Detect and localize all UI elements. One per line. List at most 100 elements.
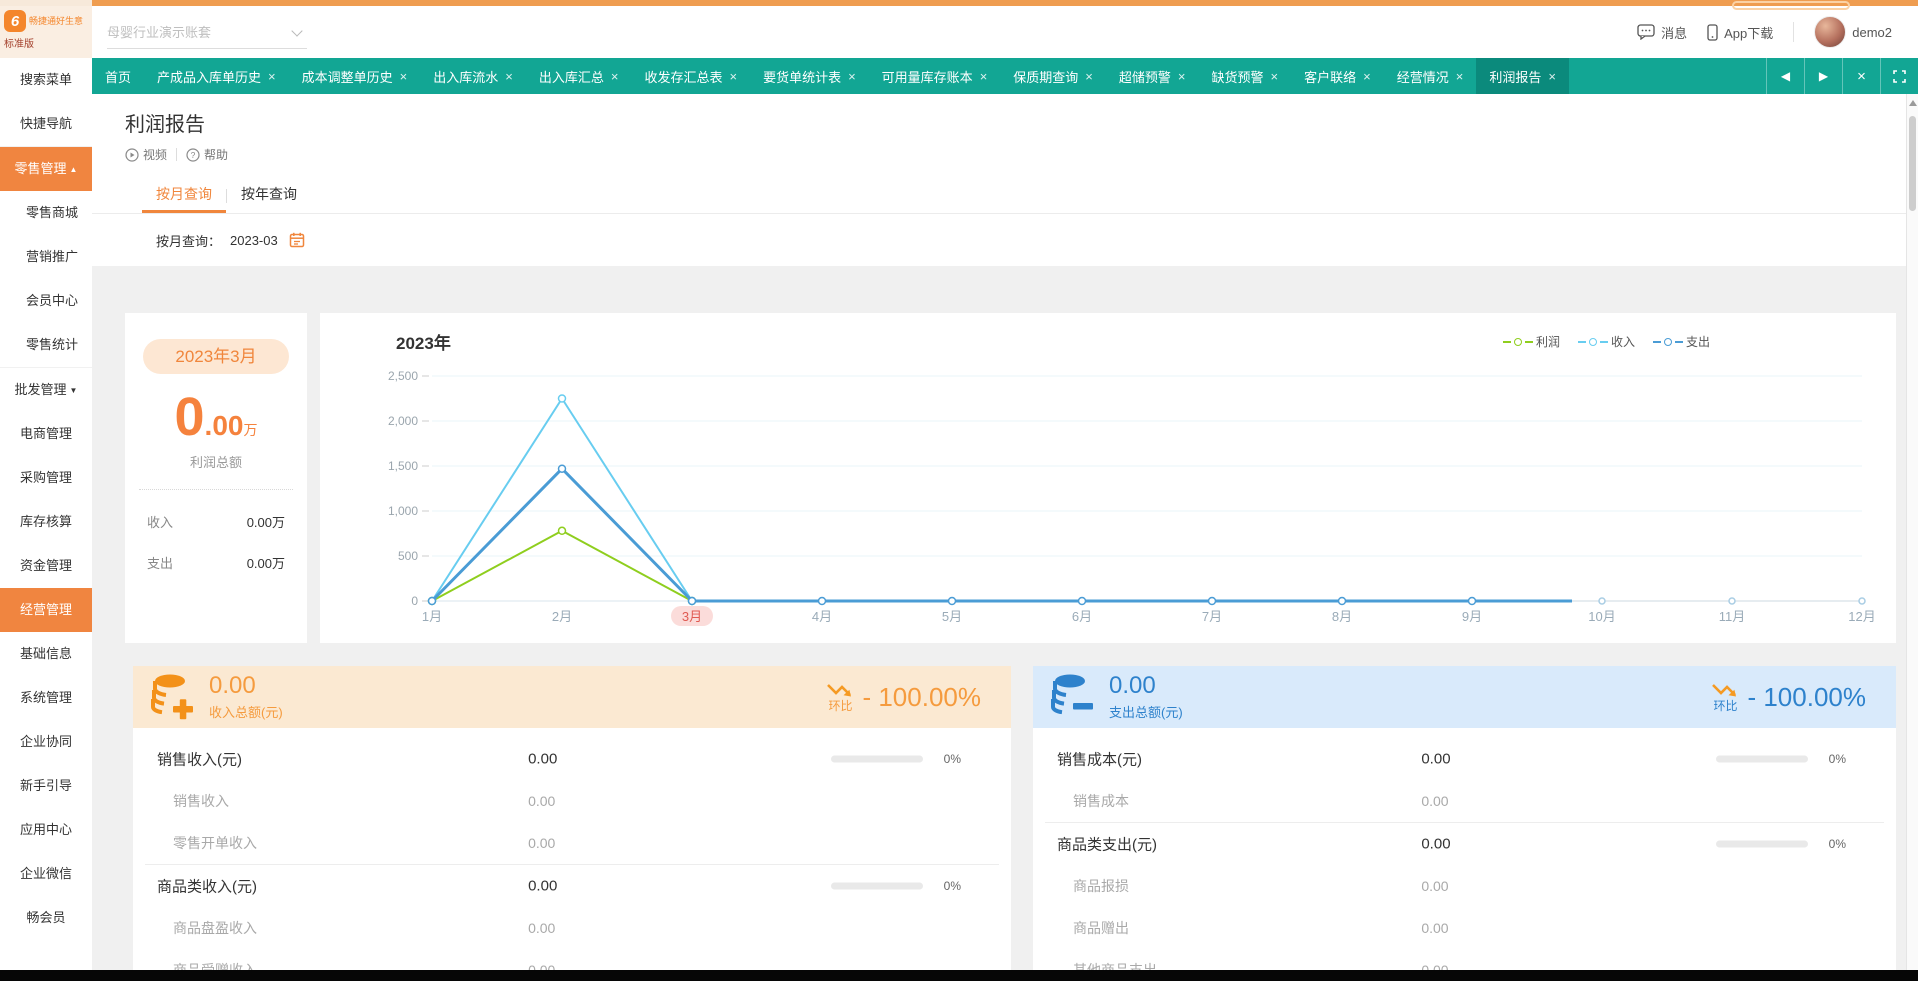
- sidebar-item-快捷导航[interactable]: 快捷导航: [0, 102, 92, 146]
- sidebar-item-营销推广[interactable]: 营销推广: [0, 235, 92, 279]
- divider: [139, 489, 293, 490]
- tab-close-icon[interactable]: ×: [268, 68, 276, 84]
- tab-scroll-right-button[interactable]: ▶: [1804, 58, 1842, 94]
- expense-coins-icon: [1051, 674, 1093, 715]
- sidebar-item-企业协同[interactable]: 企业协同: [0, 720, 92, 764]
- tab-超储预警[interactable]: 超储预警 ×: [1106, 58, 1199, 94]
- tab-close-icon[interactable]: ×: [1177, 68, 1186, 84]
- svg-text:2,000: 2,000: [388, 414, 418, 428]
- avatar[interactable]: [1814, 16, 1847, 48]
- scroll-up-icon[interactable]: [1908, 100, 1917, 106]
- row-percent: 0%: [1828, 752, 1846, 766]
- tab-close-icon[interactable]: ×: [729, 68, 738, 84]
- sidebar-item-搜索菜单[interactable]: 搜索菜单: [0, 58, 92, 102]
- sidebar-item-系统管理[interactable]: 系统管理: [0, 676, 92, 720]
- legend-item-利润[interactable]: 利润: [1502, 333, 1560, 350]
- tab-成本调整单历史[interactable]: 成本调整单历史 ×: [289, 58, 421, 94]
- tab-close-icon[interactable]: ×: [1455, 68, 1464, 84]
- tab-close-icon[interactable]: ×: [399, 68, 408, 84]
- query-tab-按年查询[interactable]: 按年查询: [241, 186, 297, 202]
- sidebar-item-经营管理[interactable]: 经营管理: [0, 588, 92, 632]
- sidebar-item-零售商城[interactable]: 零售商城: [0, 191, 92, 235]
- tab-close-icon[interactable]: ×: [1270, 68, 1279, 84]
- sidebar-item-基础信息[interactable]: 基础信息: [0, 632, 92, 676]
- help-icon: ?: [186, 147, 200, 162]
- profit-chart-card: 2023年 利润 收入 支出 0 500 1,000 1,500 2,000 2,500 1月 2…: [320, 313, 1896, 643]
- sidebar-item-应用中心[interactable]: 应用中心: [0, 808, 92, 852]
- sidebar-item-电商管理[interactable]: 电商管理: [0, 412, 92, 456]
- svg-text:10月: 10月: [1588, 609, 1615, 624]
- scrollbar-thumb[interactable]: [1909, 116, 1916, 211]
- legend-item-收入[interactable]: 收入: [1577, 333, 1635, 350]
- tab-可用量库存账本[interactable]: 可用量库存账本 ×: [869, 58, 1001, 94]
- tab-缺货预警[interactable]: 缺货预警 ×: [1199, 58, 1292, 94]
- query-tabs: 按月查询 按年查询: [92, 178, 1906, 214]
- tab-出入库汇总[interactable]: 出入库汇总 ×: [526, 58, 632, 94]
- row-label: 商品盘盈收入: [173, 920, 257, 936]
- tab-controls: ◀ ▶ ×: [1766, 58, 1918, 94]
- expense-total-label: 支出总额(元): [1109, 704, 1183, 720]
- tab-close-icon[interactable]: ×: [610, 68, 619, 84]
- sidebar-item-采购管理[interactable]: 采购管理: [0, 456, 92, 500]
- tab-label: 出入库流水: [433, 69, 499, 85]
- calendar-icon[interactable]: [289, 232, 305, 248]
- user-menu[interactable]: demo2: [1814, 16, 1892, 48]
- legend-item-支出[interactable]: 支出: [1652, 333, 1710, 350]
- tab-scroll-left-button[interactable]: ◀: [1766, 58, 1804, 94]
- sidebar-item-畅会员[interactable]: 畅会员: [0, 896, 92, 940]
- sidebar-item-库存核算[interactable]: 库存核算: [0, 500, 92, 544]
- sidebar-item-零售统计[interactable]: 零售统计: [0, 323, 92, 367]
- sidebar-item-零售管理[interactable]: 零售管理 ▲: [0, 147, 92, 191]
- profit-summary-card: 2023年3月 0.00万 利润总额 收入 0.00万 支出 0.00万: [125, 313, 307, 643]
- tab-首页[interactable]: 首页: [92, 58, 144, 94]
- tab-保质期查询[interactable]: 保质期查询 ×: [1000, 58, 1106, 94]
- query-tab-按月查询[interactable]: 按月查询: [142, 184, 226, 213]
- tab-经营情况[interactable]: 经营情况 ×: [1384, 58, 1477, 94]
- sidebar-item-label: 畅会员: [26, 910, 66, 925]
- tab-利润报告[interactable]: 利润报告 ×: [1476, 58, 1569, 94]
- help-button[interactable]: ? 帮助: [186, 146, 228, 163]
- sidebar-divider: [0, 146, 92, 147]
- row-value: 0.00: [528, 750, 558, 768]
- sidebar-item-label: 零售管理: [14, 161, 67, 176]
- messages-button[interactable]: 消息: [1637, 23, 1687, 42]
- sidebar-item-资金管理[interactable]: 资金管理: [0, 544, 92, 588]
- svg-text:?: ?: [191, 150, 196, 160]
- legend-line: [1599, 340, 1608, 343]
- video-label: 视频: [143, 148, 168, 162]
- app-download-button[interactable]: App下载: [1707, 23, 1773, 42]
- tab-close-icon[interactable]: ×: [1363, 68, 1371, 84]
- tab-客户联络[interactable]: 客户联络 ×: [1291, 58, 1384, 94]
- fullscreen-button[interactable]: [1880, 58, 1918, 94]
- sidebar-item-企业微信[interactable]: 企业微信: [0, 852, 92, 896]
- tab-出入库流水[interactable]: 出入库流水 ×: [420, 58, 526, 94]
- tab-label: 收发存汇总表: [644, 69, 723, 85]
- sidebar-item-新手引导[interactable]: 新手引导: [0, 764, 92, 808]
- tabs-close-button[interactable]: ×: [1842, 58, 1880, 94]
- tab-close-icon[interactable]: ×: [1548, 68, 1556, 84]
- legend-marker-icon: [1588, 337, 1597, 346]
- logo-icon: 6: [4, 10, 26, 32]
- tab-收发存汇总表[interactable]: 收发存汇总表 ×: [631, 58, 750, 94]
- sidebar-item-会员中心[interactable]: 会员中心: [0, 279, 92, 323]
- meta-divider: [176, 148, 178, 161]
- tab-close-icon[interactable]: ×: [1085, 68, 1093, 84]
- video-button[interactable]: 视频: [125, 146, 167, 163]
- summary-row-label: 支出: [147, 556, 174, 571]
- row-value: 0.00: [528, 877, 558, 895]
- account-set-select[interactable]: 母婴行业演示账套: [107, 18, 307, 49]
- vertical-scrollbar[interactable]: [1906, 94, 1918, 981]
- summary-row-收入: 收入 0.00万: [125, 502, 307, 543]
- tab-close-icon[interactable]: ×: [848, 68, 856, 84]
- profit-chart: 0 500 1,000 1,500 2,000 2,500 1月 2月 3月 4月 5月 6月 7月 8月…: [388, 369, 1876, 626]
- sidebar-item-批发管理[interactable]: 批发管理 ▼: [0, 368, 92, 412]
- bottom-black-bar: [0, 970, 1918, 981]
- sidebar-item-label: 营销推广: [25, 249, 78, 264]
- row-value: 0.00: [1421, 793, 1449, 809]
- tab-close-icon[interactable]: ×: [505, 68, 513, 84]
- tab-产成品入库单历史[interactable]: 产成品入库单历史 ×: [144, 58, 289, 94]
- tab-要货单统计表[interactable]: 要货单统计表 ×: [750, 58, 869, 94]
- svg-text:1,000: 1,000: [388, 504, 418, 518]
- tab-close-icon[interactable]: ×: [979, 68, 988, 84]
- legend-line: [1502, 340, 1511, 343]
